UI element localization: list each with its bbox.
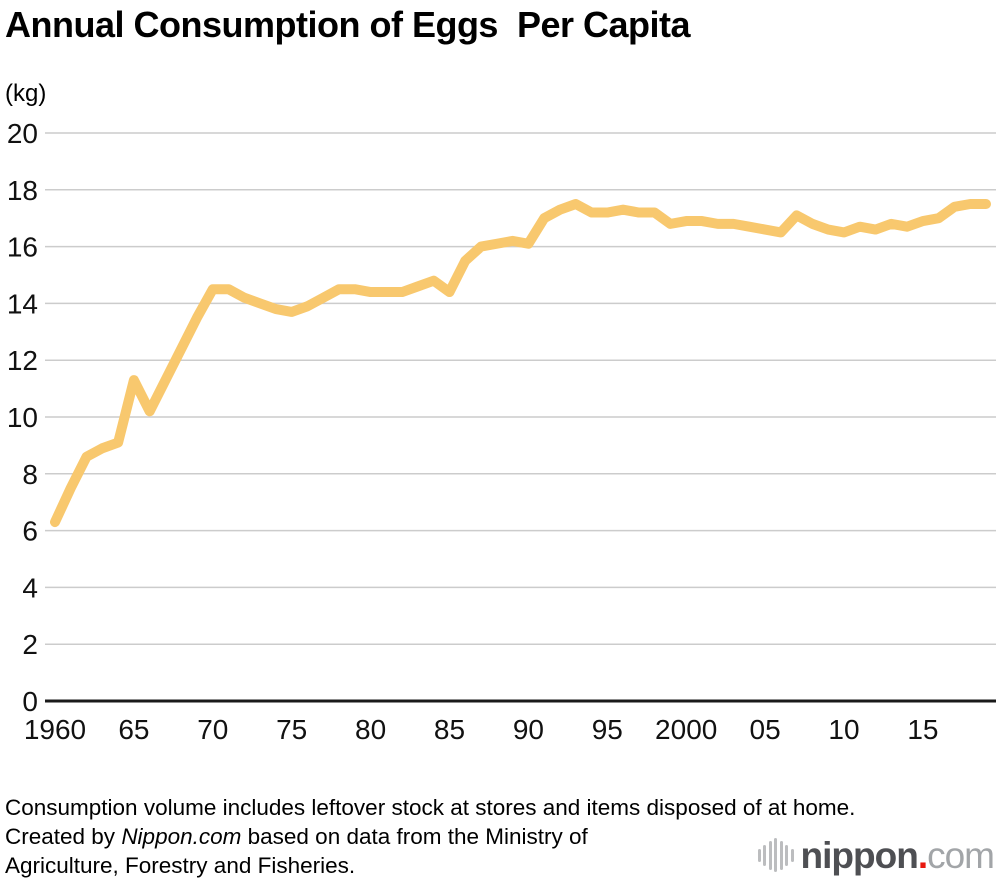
x-tick-label: 70 <box>197 714 228 745</box>
audio-bars-icon <box>757 835 794 875</box>
footnote-line-1: Consumption volume includes leftover sto… <box>5 795 856 820</box>
y-tick-label: 6 <box>22 516 38 547</box>
x-tick-label: 1960 <box>24 714 86 745</box>
y-tick-label: 2 <box>22 629 38 660</box>
x-tick-label: 85 <box>434 714 465 745</box>
y-tick-label: 8 <box>22 459 38 490</box>
x-tick-label: 2000 <box>655 714 717 745</box>
egg-consumption-line-chart: 0 2 4 6 8 10 12 14 16 18 20 1960 65 70 75 80 85 90 95 2000 0… <box>7 118 996 745</box>
x-tick-label: 95 <box>592 714 623 745</box>
y-tick-label: 0 <box>22 686 38 717</box>
consumption-line <box>50 199 992 528</box>
y-tick-label: 12 <box>7 345 38 376</box>
x-tick-label: 80 <box>355 714 386 745</box>
nippon-logo: nippon.com <box>757 834 995 876</box>
x-tick-label: 15 <box>907 714 938 745</box>
logo-text-tld: com <box>927 834 995 876</box>
x-tick-label: 90 <box>513 714 544 745</box>
footnote-credit: Created by Nippon.com based on data from… <box>5 822 675 880</box>
x-tick-label: 05 <box>750 714 781 745</box>
x-tick-label: 75 <box>276 714 307 745</box>
y-tick-label: 10 <box>7 402 38 433</box>
chart-title: Annual Consumption of Eggs Per Capita <box>5 4 691 45</box>
y-tick-label: 14 <box>7 288 38 319</box>
logo-text-main: nippon <box>800 834 919 876</box>
credit-prefix: Created by <box>5 824 122 849</box>
credit-suffix: based on data from the Ministry of Agric… <box>5 824 588 878</box>
nippon-logo-text: nippon.com <box>800 834 995 876</box>
y-tick-label: 4 <box>22 572 38 603</box>
logo-text-dot: . <box>917 834 928 876</box>
x-tick-label: 65 <box>118 714 149 745</box>
footnote: Consumption volume includes leftover sto… <box>5 793 855 880</box>
credit-source: Nippon.com <box>121 824 242 849</box>
x-tick-label: 10 <box>828 714 859 745</box>
y-tick-label: 18 <box>7 175 38 206</box>
y-tick-label: 16 <box>7 232 38 263</box>
y-tick-label: 20 <box>7 118 38 149</box>
y-axis-unit-label: (kg) <box>5 80 47 107</box>
